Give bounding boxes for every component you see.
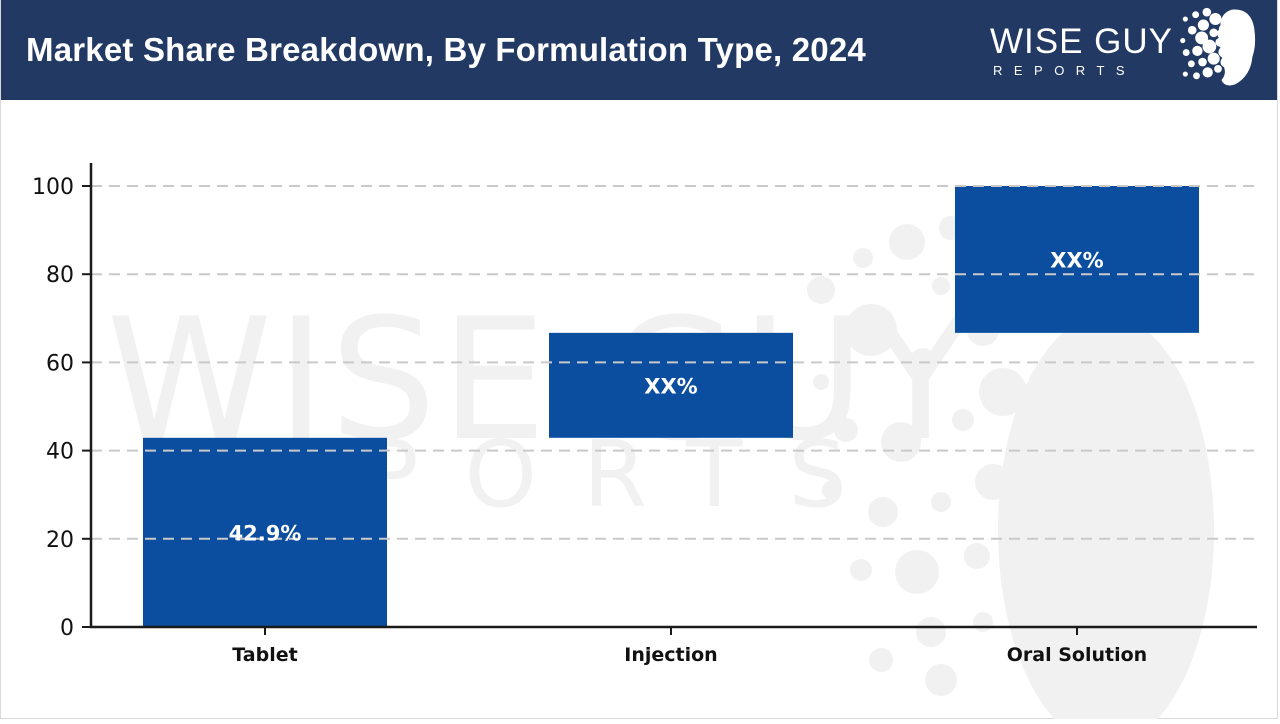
y-tick-label: 0 [60, 616, 74, 641]
bars [143, 186, 1199, 627]
y-tick-label: 80 [46, 263, 74, 288]
bar-value-label: XX% [644, 374, 697, 398]
logo-wordmark: WISE GUY REPORTS [990, 24, 1173, 77]
bar-tablet [143, 437, 387, 627]
chart-title: Market Share Breakdown, By Formulation T… [26, 31, 866, 68]
bar-value-label: 42.9% [229, 521, 302, 545]
gridlines [91, 185, 1257, 540]
y-tick-label: 60 [46, 351, 74, 376]
y-ticks: 0 20 40 60 80 100 [32, 175, 91, 641]
wiseguy-logo: WISE GUY REPORTS [990, 6, 1261, 94]
bar-oral-solution [955, 186, 1199, 333]
chart-area: WISE GUY REPORTS 0 20 40 60 80 100 Tablet Injecti… [1, 100, 1279, 724]
watermark-face-dots [807, 216, 1214, 724]
bar-value-label: XX% [1050, 248, 1103, 272]
bar-injection [549, 332, 793, 438]
face-dots-icon [1180, 7, 1256, 86]
x-tick-label: Injection [624, 644, 717, 666]
y-tick-label: 100 [32, 175, 74, 200]
bar-labels: 42.9% XX% XX% [229, 248, 1104, 545]
y-tick-label: 40 [46, 440, 74, 465]
logo-line2: REPORTS [992, 62, 1137, 78]
y-tick-label: 20 [46, 528, 74, 553]
x-tick-label: Oral Solution [1007, 644, 1147, 666]
header-bar: Market Share Breakdown, By Formulation T… [1, 0, 1277, 100]
x-tick-label: Tablet [232, 644, 297, 666]
axes [89, 163, 1257, 629]
x-ticks: Tablet Injection Oral Solution [232, 627, 1147, 666]
logo-line1: WISE GUY [989, 21, 1173, 61]
